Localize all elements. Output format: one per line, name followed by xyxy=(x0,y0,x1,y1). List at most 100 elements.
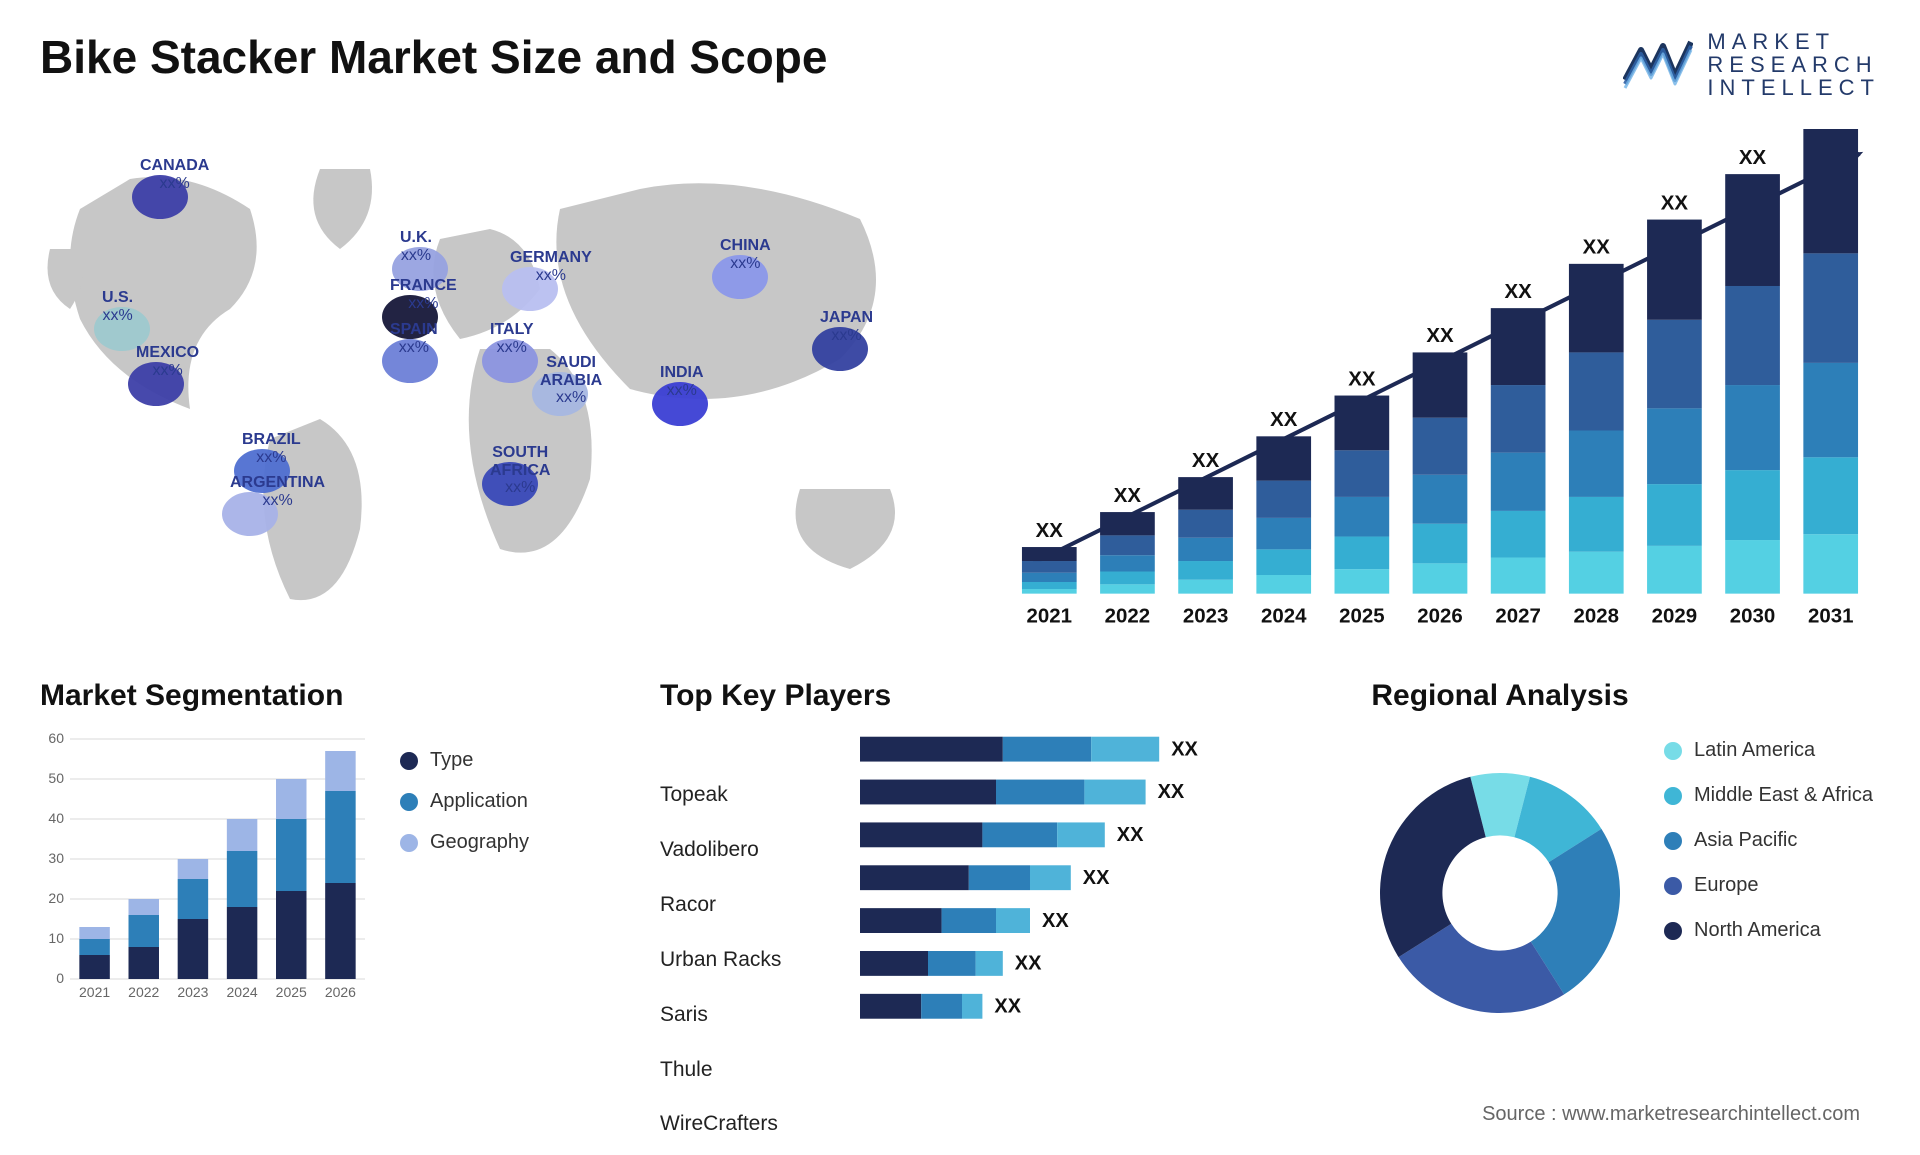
legend-label: North America xyxy=(1694,919,1821,942)
svg-text:2025: 2025 xyxy=(276,984,307,1000)
legend-label: Latin America xyxy=(1694,739,1815,762)
svg-text:2022: 2022 xyxy=(1105,605,1151,628)
key-player-name: WireCrafters xyxy=(660,1112,840,1155)
legend-swatch-icon xyxy=(1664,787,1682,805)
map-country-label: CANADAxx% xyxy=(140,157,209,192)
key-players-bar-chart: XXXXXXXXXXXXXX xyxy=(860,729,1300,1029)
svg-text:XX: XX xyxy=(1015,953,1042,975)
svg-text:2021: 2021 xyxy=(79,984,110,1000)
regional-legend-item: Latin America xyxy=(1664,739,1873,762)
header: Bike Stacker Market Size and Scope MARKE… xyxy=(40,30,1880,99)
svg-text:2023: 2023 xyxy=(177,984,208,1000)
regional-title: Regional Analysis xyxy=(1360,679,1640,713)
svg-text:20: 20 xyxy=(48,890,64,906)
key-player-name: Racor xyxy=(660,893,840,936)
legend-swatch-icon xyxy=(1664,742,1682,760)
forecast-bar-chart: XX 2021 XX 2022 XX 2023 XX 2024 XX 2025 XX 2026 XX 20… xyxy=(1000,129,1880,649)
brand-logo: MARKET RESEARCH INTELLECT xyxy=(1623,30,1880,99)
map-country-label: SOUTHAFRICAxx% xyxy=(490,444,550,497)
key-player-name: Urban Racks xyxy=(660,948,840,991)
top-row: CANADAxx% U.S.xx%MEXICOxx% BRAZILxx% ARGENT… xyxy=(40,129,1880,649)
legend-label: Europe xyxy=(1694,874,1759,897)
map-country-label: FRANCExx% xyxy=(390,277,457,312)
legend-swatch-icon xyxy=(400,834,418,852)
svg-text:2028: 2028 xyxy=(1574,605,1620,628)
map-country-label: ITALYxx% xyxy=(490,321,534,356)
svg-text:2024: 2024 xyxy=(1261,605,1307,628)
key-players-title: Top Key Players xyxy=(660,679,1320,713)
map-country-label: BRAZILxx% xyxy=(242,431,301,466)
bottom-row: Market Segmentation 01020304050602021202… xyxy=(40,679,1880,1155)
map-country-label: INDIAxx% xyxy=(660,364,704,399)
map-country-label: SPAINxx% xyxy=(390,321,438,356)
world-map-panel: CANADAxx% U.S.xx%MEXICOxx% BRAZILxx% ARGENT… xyxy=(40,129,940,649)
key-player-name: Thule xyxy=(660,1058,840,1101)
regional-legend: Latin America Middle East & Africa Asia Pa… xyxy=(1664,739,1873,942)
map-country-label: U.K.xx% xyxy=(400,229,432,264)
key-player-name: Saris xyxy=(660,1003,840,1046)
svg-text:XX: XX xyxy=(1117,824,1144,846)
svg-text:XX: XX xyxy=(1192,449,1220,472)
map-country-label: GERMANYxx% xyxy=(510,249,592,284)
svg-text:XX: XX xyxy=(994,996,1021,1018)
regional-legend-item: North America xyxy=(1664,919,1873,942)
key-players-panel: Top Key Players Topeak Vadolibero Racor Urb… xyxy=(660,679,1320,1155)
forecast-chart-panel: XX 2021 XX 2022 XX 2023 XX 2024 XX 2025 XX 2026 XX 20… xyxy=(1000,129,1880,649)
svg-text:2026: 2026 xyxy=(325,984,356,1000)
svg-text:XX: XX xyxy=(1739,146,1767,169)
regional-panel: Regional Analysis Latin America Middle Ea… xyxy=(1360,679,1880,1155)
svg-text:2026: 2026 xyxy=(1417,605,1463,628)
svg-text:XX: XX xyxy=(1171,739,1198,761)
key-player-name: Topeak xyxy=(660,783,840,826)
legend-label: Geography xyxy=(430,831,529,854)
svg-text:XX: XX xyxy=(1661,192,1689,215)
svg-text:XX: XX xyxy=(1158,781,1185,803)
legend-label: Middle East & Africa xyxy=(1694,784,1873,807)
svg-text:2029: 2029 xyxy=(1652,605,1698,628)
svg-text:2023: 2023 xyxy=(1183,605,1229,628)
segmentation-legend-item: Type xyxy=(400,749,529,772)
logo-swoosh-icon xyxy=(1623,40,1693,90)
segmentation-bar-chart: 0102030405060202120222023202420252026 xyxy=(40,729,370,1009)
svg-text:2025: 2025 xyxy=(1339,605,1385,628)
legend-swatch-icon xyxy=(1664,877,1682,895)
key-player-name: Vadolibero xyxy=(660,838,840,881)
svg-text:60: 60 xyxy=(48,730,64,746)
logo-line-1: MARKET xyxy=(1707,30,1880,53)
svg-text:XX: XX xyxy=(1348,368,1376,391)
regional-legend-item: Middle East & Africa xyxy=(1664,784,1873,807)
segmentation-legend-item: Application xyxy=(400,790,529,813)
segmentation-legend-item: Geography xyxy=(400,831,529,854)
key-players-list: Topeak Vadolibero Racor Urban Racks Saris Thu… xyxy=(660,783,840,1155)
segmentation-title: Market Segmentation xyxy=(40,679,370,713)
segmentation-legend: Type Application Geography xyxy=(400,749,529,1155)
svg-text:XX: XX xyxy=(1036,519,1064,542)
svg-text:30: 30 xyxy=(48,850,64,866)
svg-text:XX: XX xyxy=(1042,910,1069,932)
legend-label: Asia Pacific xyxy=(1694,829,1797,852)
map-country-label: MEXICOxx% xyxy=(136,344,199,379)
legend-swatch-icon xyxy=(400,752,418,770)
svg-text:2021: 2021 xyxy=(1027,605,1073,628)
regional-donut-chart xyxy=(1360,753,1640,1033)
svg-text:50: 50 xyxy=(48,770,64,786)
svg-text:XX: XX xyxy=(1583,236,1611,259)
map-country-label: CHINAxx% xyxy=(720,237,771,272)
legend-swatch-icon xyxy=(1664,832,1682,850)
svg-text:2031: 2031 xyxy=(1808,605,1854,628)
svg-text:XX: XX xyxy=(1083,867,1110,889)
map-country-label: ARGENTINAxx% xyxy=(230,474,325,509)
svg-text:XX: XX xyxy=(1504,280,1532,303)
svg-text:2022: 2022 xyxy=(128,984,159,1000)
world-map-icon xyxy=(40,129,940,649)
regional-legend-item: Europe xyxy=(1664,874,1873,897)
segmentation-panel: Market Segmentation 01020304050602021202… xyxy=(40,679,620,1155)
map-country-label: SAUDIARABIAxx% xyxy=(540,354,602,407)
svg-text:40: 40 xyxy=(48,810,64,826)
svg-text:XX: XX xyxy=(1114,484,1142,507)
map-country-label: JAPANxx% xyxy=(820,309,873,344)
svg-text:2024: 2024 xyxy=(227,984,258,1000)
svg-text:0: 0 xyxy=(56,970,64,986)
legend-swatch-icon xyxy=(400,793,418,811)
map-country-label: U.S.xx% xyxy=(102,289,133,324)
